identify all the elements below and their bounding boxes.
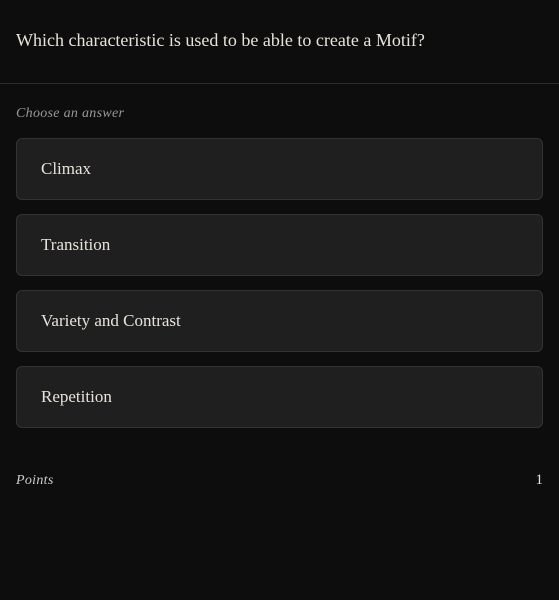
answers-section: Choose an answer Climax Transition Varie… [0,84,559,428]
answer-option-label: Repetition [41,387,112,406]
answer-option-transition[interactable]: Transition [16,214,543,276]
answer-option-repetition[interactable]: Repetition [16,366,543,428]
answer-option-variety-contrast[interactable]: Variety and Contrast [16,290,543,352]
answer-option-climax[interactable]: Climax [16,138,543,200]
answer-option-label: Transition [41,235,110,254]
answer-option-label: Climax [41,159,91,178]
choose-answer-label: Choose an answer [16,106,543,122]
points-section: Points 1 [0,442,559,489]
question-text: Which characteristic is used to be able … [16,28,543,53]
points-label: Points [16,473,54,489]
answer-option-label: Variety and Contrast [41,311,181,330]
points-value: 1 [536,472,544,489]
question-section: Which characteristic is used to be able … [0,0,559,84]
